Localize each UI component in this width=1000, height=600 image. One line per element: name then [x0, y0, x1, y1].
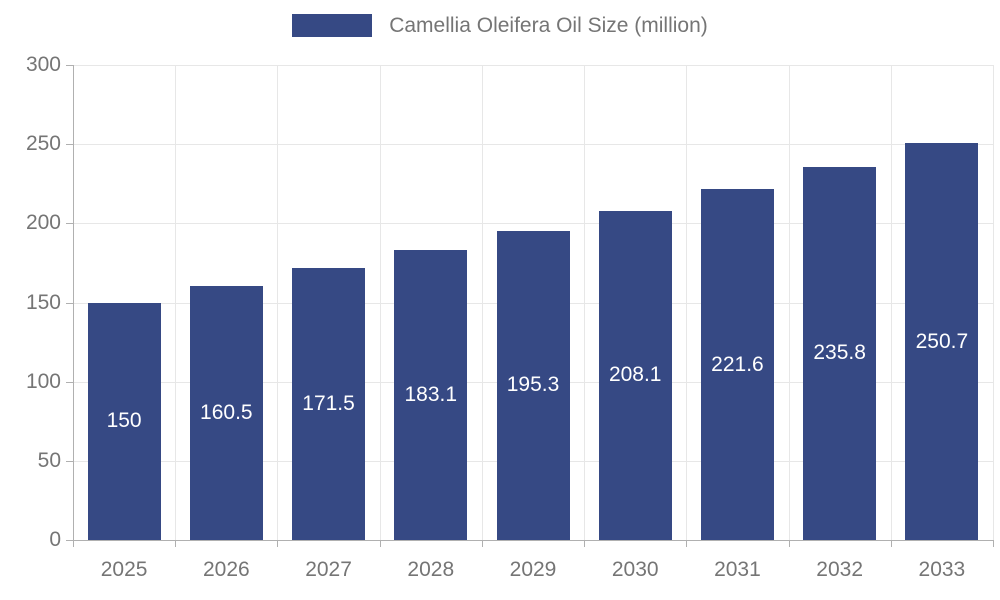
y-axis-tick: [66, 460, 73, 462]
x-axis-tick-label: 2028: [407, 558, 455, 581]
x-axis-tick-label: 2027: [305, 558, 352, 581]
bar-value-label: 160.5: [200, 400, 253, 424]
gridline-vertical: [993, 65, 994, 540]
x-axis-tick-label: 2030: [611, 558, 659, 581]
x-axis-tick: [584, 540, 586, 547]
legend-swatch: [292, 14, 373, 37]
x-axis-tick-label: 2026: [202, 558, 250, 581]
y-axis-tick-label: 300: [25, 53, 61, 76]
x-axis-tick: [788, 540, 790, 547]
bar-value-label: 250.7: [915, 329, 969, 353]
bar-value-label: 221.6: [711, 352, 764, 376]
y-axis-tick-label: 0: [49, 528, 61, 551]
y-axis-tick: [66, 223, 73, 225]
bar[interactable]: 208.1: [598, 210, 672, 540]
bar-value-label: 171.5: [302, 392, 355, 416]
gridline-vertical: [890, 65, 892, 540]
gridline-vertical: [379, 65, 381, 540]
y-axis-tick-label: 250: [25, 132, 61, 156]
y-axis-tick: [66, 144, 73, 146]
gridline-vertical: [277, 65, 279, 540]
gridline-vertical: [788, 65, 790, 540]
bar[interactable]: 171.5: [292, 268, 366, 540]
bar[interactable]: 250.7: [905, 143, 979, 540]
bar[interactable]: 150: [87, 302, 161, 540]
x-axis-tick: [379, 540, 381, 547]
y-axis-tick-label: 100: [25, 369, 61, 393]
chart-legend[interactable]: Camellia Oleifera Oil Size (million): [0, 14, 1000, 37]
legend-label: Camellia Oleifera Oil Size (million): [389, 14, 708, 37]
gridline-horizontal: [73, 144, 993, 146]
bar[interactable]: 183.1: [394, 250, 468, 540]
x-axis-tick: [686, 540, 688, 547]
bar-value-label: 235.8: [813, 341, 866, 365]
y-axis-tick-label: 150: [25, 290, 61, 314]
y-axis-tick-label: 50: [37, 448, 61, 472]
gridline-vertical: [175, 65, 177, 540]
y-axis-tick-label: 200: [25, 211, 61, 235]
x-axis-tick: [890, 540, 892, 547]
x-axis-tick: [993, 540, 994, 547]
bar-value-label: 183.1: [404, 383, 458, 407]
gridline-vertical: [686, 65, 688, 540]
bar[interactable]: 235.8: [803, 166, 877, 540]
x-axis-tick-label: 2031: [714, 558, 761, 581]
y-axis-tick: [66, 302, 73, 304]
x-axis-tick-label: 2033: [918, 558, 966, 581]
bar[interactable]: 160.5: [189, 285, 263, 540]
bar-value-label: 195.3: [506, 373, 560, 397]
x-axis-tick: [277, 540, 279, 547]
x-axis-tick: [481, 540, 483, 547]
bar-value-label: 150: [106, 409, 142, 433]
bar[interactable]: 195.3: [496, 230, 570, 540]
y-axis-tick: [66, 65, 73, 66]
gridline-vertical: [584, 65, 586, 540]
y-axis-tick: [66, 381, 73, 383]
x-axis-tick-label: 2032: [816, 558, 864, 581]
gridline-vertical: [481, 65, 483, 540]
gridline-horizontal: [73, 223, 993, 225]
x-axis-tick-label: 2025: [100, 558, 148, 581]
bar[interactable]: 221.6: [700, 189, 774, 540]
y-axis-line: [73, 65, 74, 547]
bar-value-label: 208.1: [608, 363, 662, 387]
x-axis-tick-label: 2029: [509, 558, 557, 581]
x-axis-line: [66, 540, 993, 541]
x-axis-tick: [175, 540, 177, 547]
gridline-horizontal: [73, 65, 993, 66]
